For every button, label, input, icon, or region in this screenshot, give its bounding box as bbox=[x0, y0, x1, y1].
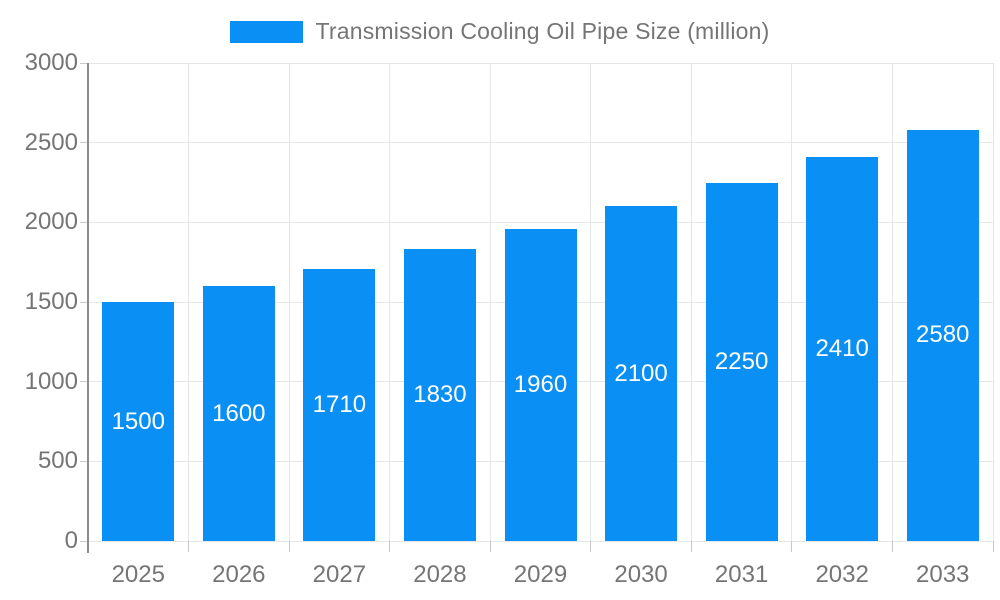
x-tick-label: 2031 bbox=[714, 561, 769, 588]
x-gridline bbox=[891, 63, 893, 541]
y-tick-label: 0 bbox=[64, 527, 78, 554]
bar-value-label: 1500 bbox=[111, 407, 165, 435]
bar-2033[interactable]: 2580 bbox=[906, 129, 979, 541]
x-axis-tick bbox=[791, 541, 793, 552]
x-axis-tick bbox=[690, 541, 692, 552]
x-gridline bbox=[288, 63, 290, 541]
bar-2027[interactable]: 1710 bbox=[303, 268, 376, 541]
bar-2029[interactable]: 1960 bbox=[504, 228, 577, 541]
y-axis-tick bbox=[80, 540, 88, 542]
bar-2031[interactable]: 2250 bbox=[705, 182, 778, 541]
x-axis-tick bbox=[891, 541, 893, 552]
x-axis-tick bbox=[590, 541, 592, 552]
y-tick-label: 3000 bbox=[24, 49, 78, 76]
x-axis-tick bbox=[389, 541, 391, 552]
x-gridline bbox=[791, 63, 793, 541]
x-tick-label: 2032 bbox=[815, 561, 869, 588]
bar-2030[interactable]: 2100 bbox=[605, 206, 678, 541]
bar-value-label: 1710 bbox=[312, 390, 367, 418]
bar-2032[interactable]: 2410 bbox=[806, 157, 879, 541]
x-tick-label: 2028 bbox=[413, 561, 467, 588]
y-axis-line bbox=[87, 63, 89, 553]
x-gridline bbox=[489, 63, 491, 541]
x-tick-label: 2026 bbox=[212, 561, 266, 588]
bar-value-label: 1600 bbox=[212, 399, 266, 427]
legend-label: Transmission Cooling Oil Pipe Size (mill… bbox=[315, 18, 770, 44]
y-gridline bbox=[88, 540, 993, 542]
x-gridline bbox=[188, 63, 190, 541]
y-axis-tick bbox=[80, 62, 88, 64]
y-axis-tick bbox=[80, 381, 88, 383]
y-gridline bbox=[88, 221, 993, 223]
bar-value-label: 1960 bbox=[513, 370, 568, 398]
bar-2026[interactable]: 1600 bbox=[202, 286, 275, 541]
x-tick-label: 2033 bbox=[916, 561, 970, 588]
x-axis-tick bbox=[188, 541, 190, 552]
x-tick-label: 2025 bbox=[111, 561, 165, 588]
x-axis-tick bbox=[288, 541, 290, 552]
bar-value-label: 2580 bbox=[916, 321, 970, 349]
chart-legend[interactable]: Transmission Cooling Oil Pipe Size (mill… bbox=[0, 18, 1000, 45]
x-tick-label: 2029 bbox=[513, 561, 568, 588]
x-tick-label: 2027 bbox=[312, 561, 367, 588]
y-gridline bbox=[88, 142, 993, 144]
y-gridline bbox=[88, 62, 993, 64]
bar-value-label: 2410 bbox=[815, 334, 869, 362]
y-axis-tick bbox=[80, 142, 88, 144]
y-tick-label: 2000 bbox=[24, 208, 78, 236]
bar-2025[interactable]: 1500 bbox=[102, 302, 175, 541]
y-tick-label: 2500 bbox=[24, 128, 78, 156]
x-axis-tick bbox=[489, 541, 491, 552]
y-tick-label: 1000 bbox=[24, 367, 78, 395]
x-tick-label: 2030 bbox=[614, 561, 668, 588]
bar-value-label: 1830 bbox=[413, 381, 467, 409]
x-gridline bbox=[389, 63, 391, 541]
y-axis-tick bbox=[80, 301, 88, 303]
x-gridline bbox=[992, 63, 994, 541]
bar-value-label: 2100 bbox=[614, 359, 668, 387]
legend-swatch[interactable] bbox=[230, 20, 304, 43]
x-gridline bbox=[690, 63, 692, 541]
x-axis-tick bbox=[992, 541, 994, 552]
bar-2028[interactable]: 1830 bbox=[403, 249, 476, 541]
y-tick-label: 1500 bbox=[24, 288, 78, 315]
x-gridline bbox=[590, 63, 592, 541]
y-tick-label: 500 bbox=[37, 447, 78, 475]
y-axis-tick bbox=[80, 460, 88, 462]
bar-value-label: 2250 bbox=[714, 347, 769, 375]
y-axis-tick bbox=[80, 221, 88, 223]
